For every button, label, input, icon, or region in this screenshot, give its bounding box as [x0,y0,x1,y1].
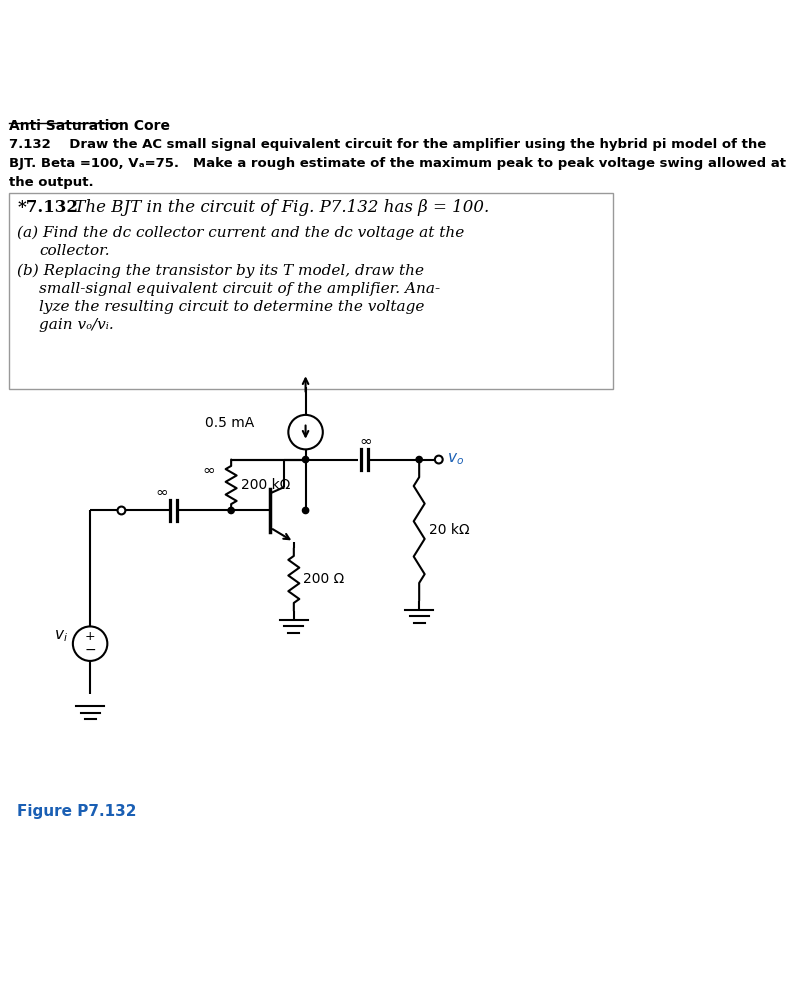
Text: gain vₒ/vᵢ.: gain vₒ/vᵢ. [39,318,114,332]
Circle shape [302,507,308,514]
Circle shape [302,456,308,463]
Text: 200 Ω: 200 Ω [303,573,344,587]
Circle shape [289,415,323,449]
Text: lyze the resulting circuit to determine the voltage: lyze the resulting circuit to determine … [39,300,425,314]
Bar [10,193,613,389]
Text: 0.5 mA: 0.5 mA [205,416,254,430]
Text: *7.132: *7.132 [17,199,78,217]
Text: −: − [84,644,96,657]
Text: 20 kΩ: 20 kΩ [429,523,469,537]
Text: ∞: ∞ [203,463,215,479]
Text: The BJT in the circuit of Fig. P7.132 has β = 100.: The BJT in the circuit of Fig. P7.132 ha… [69,199,489,217]
Circle shape [118,506,126,514]
Circle shape [228,507,235,514]
Text: (a) Find the dc collector current and the dc voltage at the: (a) Find the dc collector current and th… [17,226,464,240]
Circle shape [435,455,443,463]
Text: +: + [85,630,95,643]
Text: 7.132    Draw the AC small signal equivalent circuit for the amplifier using the: 7.132 Draw the AC small signal equivalen… [10,138,766,151]
Text: ∞: ∞ [359,434,372,448]
Text: the output.: the output. [10,176,94,189]
Circle shape [73,627,107,661]
Text: $v_o$: $v_o$ [447,451,463,467]
Circle shape [416,456,422,463]
Text: 200 kΩ: 200 kΩ [241,479,290,492]
Text: Anti Saturation Core: Anti Saturation Core [10,119,170,132]
Text: (b) Replacing the transistor by its T model, draw the: (b) Replacing the transistor by its T mo… [17,264,425,278]
Text: BJT. Beta =100, Vₐ=75.   Make a rough estimate of the maximum peak to peak volta: BJT. Beta =100, Vₐ=75. Make a rough esti… [10,157,786,170]
Text: small-signal equivalent circuit of the amplifier. Ana-: small-signal equivalent circuit of the a… [39,282,440,295]
Text: collector.: collector. [39,244,110,258]
Text: $v_i$: $v_i$ [54,628,68,644]
Text: Figure P7.132: Figure P7.132 [17,804,137,819]
Text: ∞: ∞ [156,485,169,499]
